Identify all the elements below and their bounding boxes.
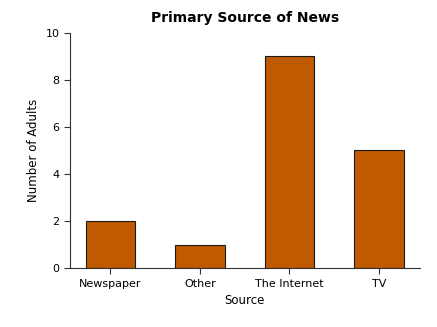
- Title: Primary Source of News: Primary Source of News: [151, 10, 339, 25]
- X-axis label: Source: Source: [225, 294, 265, 307]
- Bar: [86, 221, 135, 268]
- Y-axis label: Number of Adults: Number of Adults: [27, 99, 40, 202]
- Bar: [354, 150, 404, 268]
- Bar: [265, 56, 314, 268]
- Bar: [175, 245, 225, 268]
